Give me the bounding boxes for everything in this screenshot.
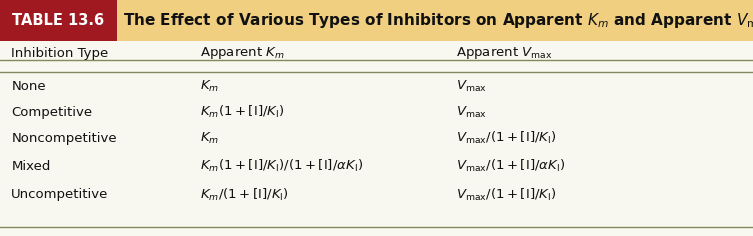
FancyBboxPatch shape [0, 0, 117, 41]
Text: $V_{\mathrm{max}}/(1 + [\mathrm{I}]/K_\mathrm{I})$: $V_{\mathrm{max}}/(1 + [\mathrm{I}]/K_\m… [456, 187, 556, 203]
Text: $V_{\mathrm{max}}$: $V_{\mathrm{max}}$ [456, 105, 486, 120]
Text: $V_{\mathrm{max}}/(1 + [\mathrm{I}]/\alpha K_\mathrm{I})$: $V_{\mathrm{max}}/(1 + [\mathrm{I}]/\alp… [456, 158, 565, 174]
Text: Mixed: Mixed [11, 160, 50, 173]
Text: $K_m$: $K_m$ [200, 79, 218, 94]
Text: Competitive: Competitive [11, 105, 93, 119]
Text: $K_m(1 + [\mathrm{I}]/K_\mathrm{I})$: $K_m(1 + [\mathrm{I}]/K_\mathrm{I})$ [200, 104, 284, 120]
Text: $V_{\mathrm{max}}$: $V_{\mathrm{max}}$ [456, 79, 486, 94]
Text: Uncompetitive: Uncompetitive [11, 188, 108, 201]
Text: Apparent $K_m$: Apparent $K_m$ [200, 45, 284, 61]
Text: Inhibition Type: Inhibition Type [11, 46, 108, 60]
FancyBboxPatch shape [0, 41, 753, 236]
Text: $K_m$: $K_m$ [200, 131, 218, 146]
Text: The Effect of Various Types of Inhibitors on Apparent $K_m$ and Apparent $V_{\ma: The Effect of Various Types of Inhibitor… [123, 11, 753, 30]
Text: Noncompetitive: Noncompetitive [11, 131, 117, 145]
Text: $K_m/(1 + [\mathrm{I}]/K_\mathrm{I})$: $K_m/(1 + [\mathrm{I}]/K_\mathrm{I})$ [200, 187, 288, 203]
Text: TABLE 13.6: TABLE 13.6 [12, 13, 105, 28]
Text: $V_{\mathrm{max}}/(1 + [\mathrm{I}]/K_\mathrm{I})$: $V_{\mathrm{max}}/(1 + [\mathrm{I}]/K_\m… [456, 130, 556, 146]
FancyBboxPatch shape [0, 0, 753, 41]
Text: Apparent $V_{\mathrm{max}}$: Apparent $V_{\mathrm{max}}$ [456, 45, 552, 61]
Text: None: None [11, 80, 46, 93]
Text: $K_m(1 + [\mathrm{I}]/K_\mathrm{I})/(1 + [\mathrm{I}]/\alpha K_\mathrm{I})$: $K_m(1 + [\mathrm{I}]/K_\mathrm{I})/(1 +… [200, 158, 363, 174]
